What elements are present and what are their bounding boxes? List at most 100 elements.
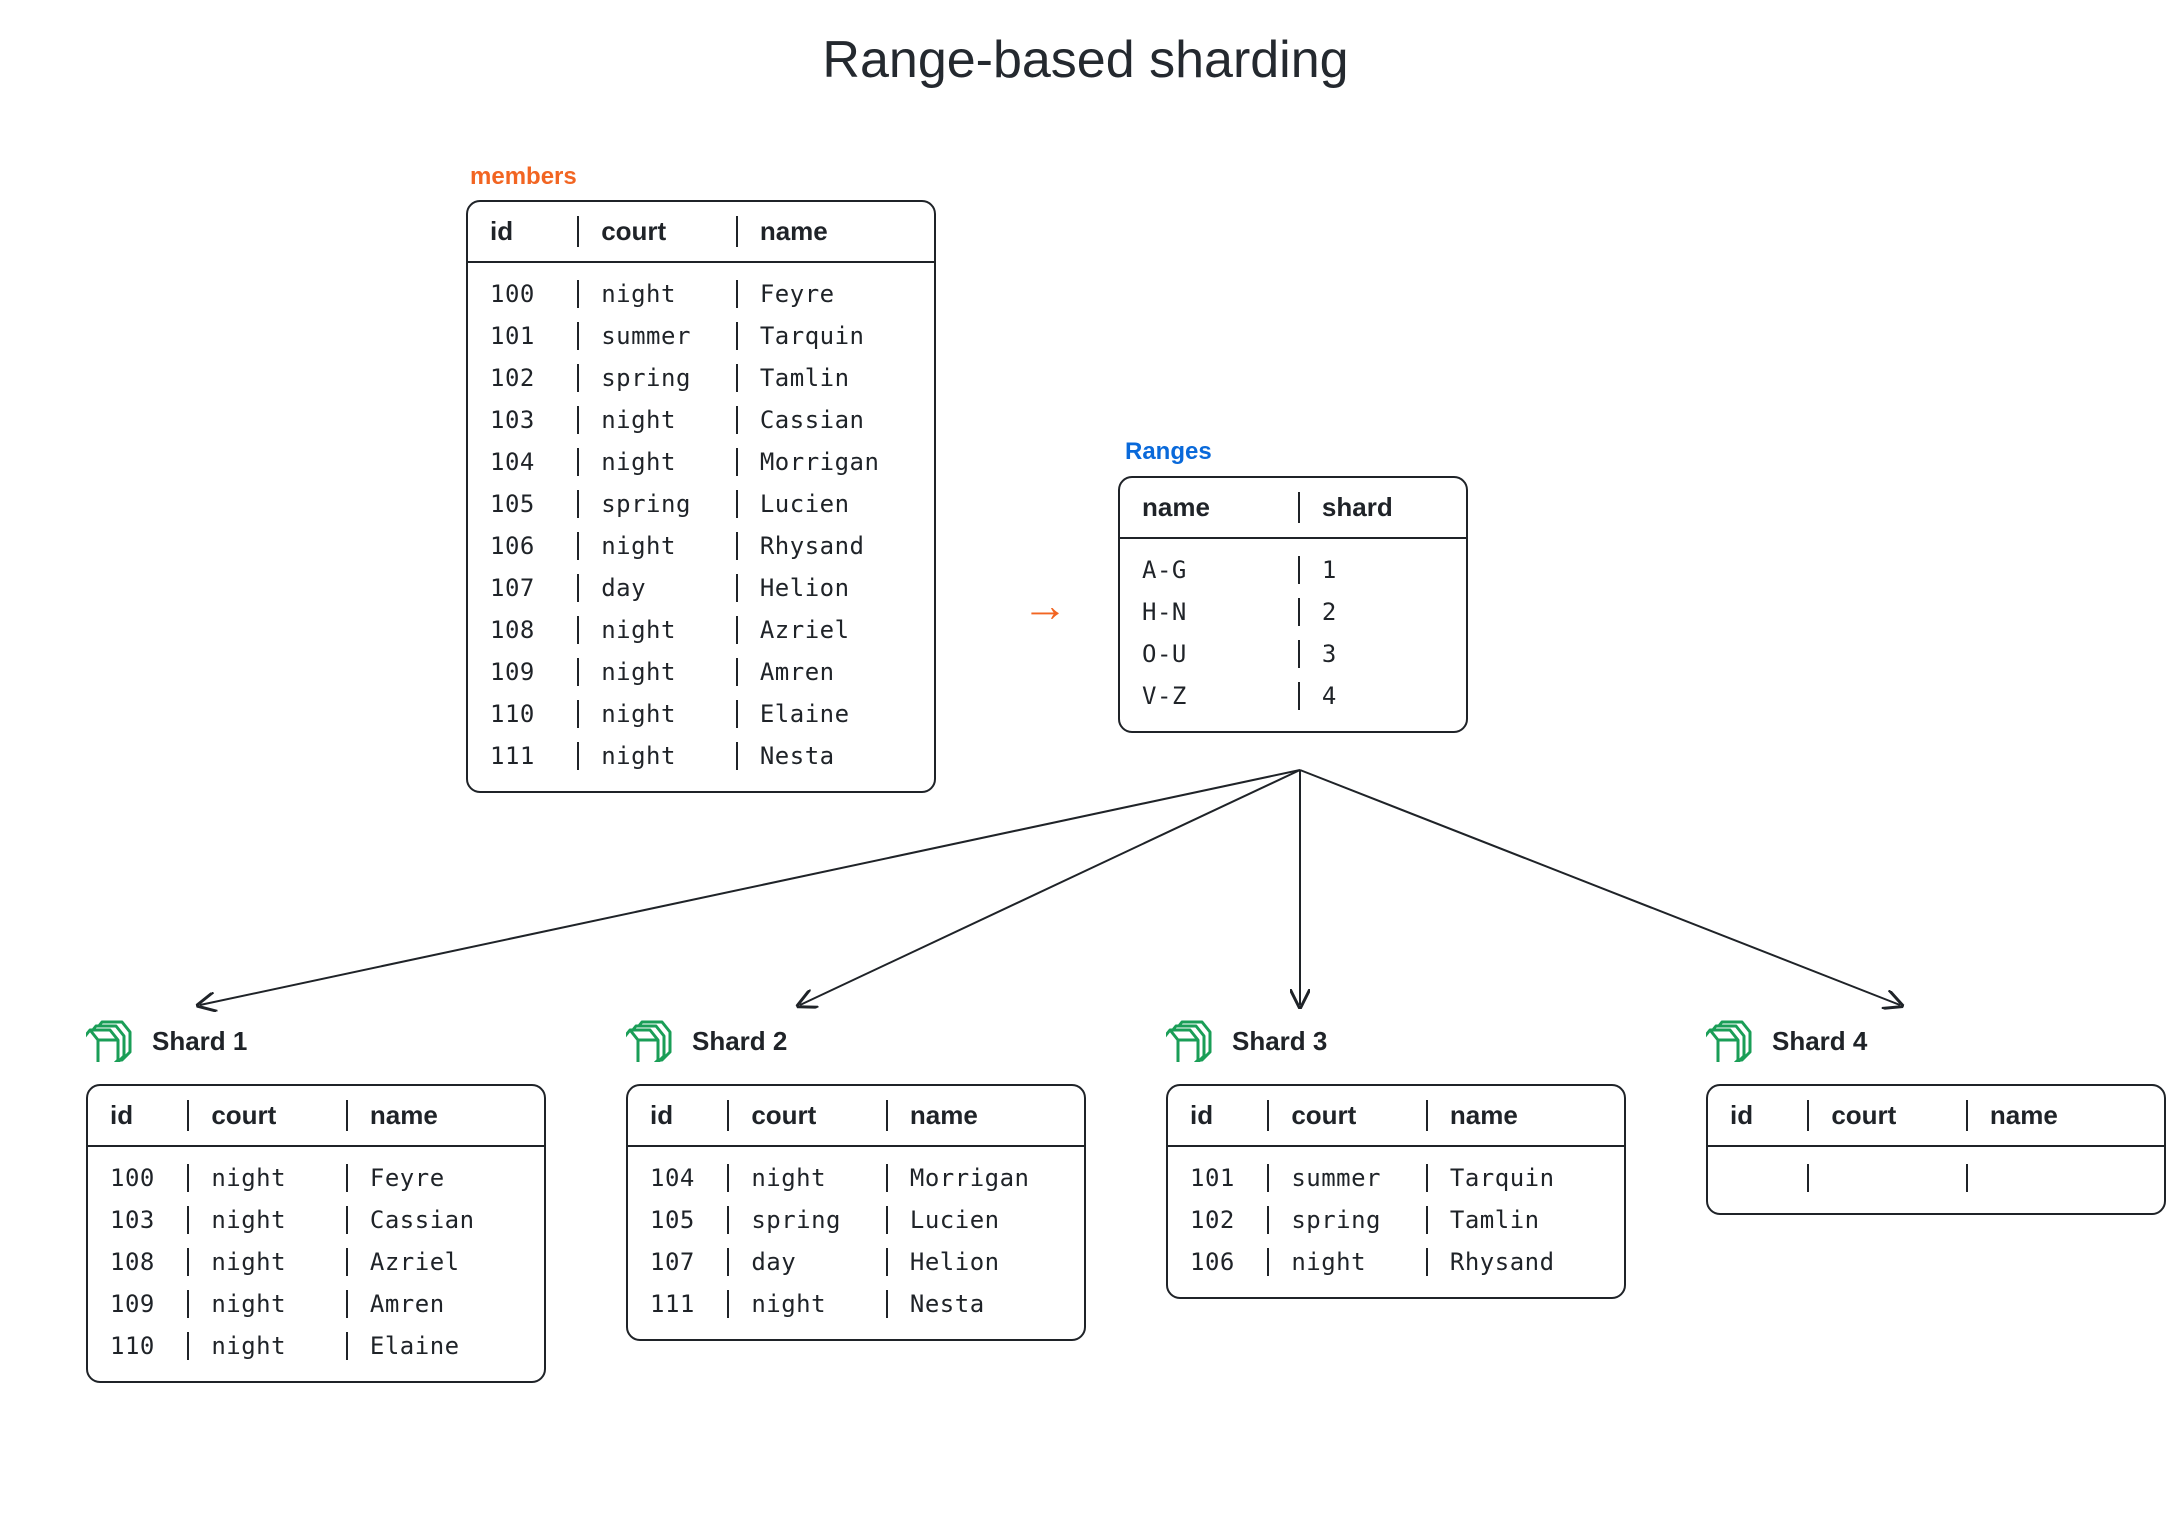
col-name: name <box>1426 1100 1624 1131</box>
cell-id: 100 <box>88 1164 187 1192</box>
cell-court: night <box>577 532 736 560</box>
cell-name: Morrigan <box>886 1164 1084 1192</box>
table-row: 105springLucien <box>468 483 934 525</box>
cell-name: Cassian <box>346 1206 544 1234</box>
ranges-table: nameshardA-G1H-N2O-U3V-Z4 <box>1118 476 1468 733</box>
cell-id: 107 <box>468 574 577 602</box>
cell-court: spring <box>577 490 736 518</box>
col-court: court <box>187 1100 346 1131</box>
shard-header: Shard 4 <box>1706 1020 1867 1062</box>
members-caption: members <box>470 163 577 191</box>
cell-id: 103 <box>88 1206 187 1234</box>
shard-table: idcourtname101summerTarquin102springTaml… <box>1166 1084 1626 1299</box>
cell-name: Tamlin <box>1426 1206 1624 1234</box>
col-court: court <box>727 1100 886 1131</box>
cell-court: night <box>577 658 736 686</box>
col-court: court <box>1267 1100 1426 1131</box>
ranges-caption: Ranges <box>1125 438 1212 466</box>
cell-court: night <box>187 1206 346 1234</box>
cell-court: day <box>577 574 736 602</box>
shard-title: Shard 1 <box>152 1026 247 1057</box>
table-row: A-G1 <box>1120 549 1466 591</box>
cell-id: 111 <box>468 742 577 770</box>
table-row: 103nightCassian <box>88 1199 544 1241</box>
col-name: name <box>1120 492 1298 523</box>
table-row: 102springTamlin <box>1168 1199 1624 1241</box>
cell-name: Elaine <box>736 700 934 728</box>
col-id: id <box>628 1100 727 1131</box>
cell-shard: 4 <box>1298 682 1466 710</box>
shard-table: idcourtname <box>1706 1084 2166 1215</box>
cell-name: Morrigan <box>736 448 934 476</box>
cell-name: A-G <box>1120 556 1298 584</box>
table-row: 104nightMorrigan <box>468 441 934 483</box>
database-icon <box>86 1020 134 1062</box>
cell-name: Nesta <box>886 1290 1084 1318</box>
shard-title: Shard 4 <box>1772 1026 1867 1057</box>
cell-court: spring <box>577 364 736 392</box>
cell-id: 106 <box>468 532 577 560</box>
col-name: name <box>886 1100 1084 1131</box>
cell-shard: 2 <box>1298 598 1466 626</box>
members-table: idcourtname100nightFeyre101summerTarquin… <box>466 200 936 793</box>
table-header: idcourtname <box>1168 1086 1624 1147</box>
col-id: id <box>1168 1100 1267 1131</box>
cell-court: night <box>577 406 736 434</box>
table-row: 104nightMorrigan <box>628 1157 1084 1199</box>
table-body: 104nightMorrigan105springLucien107dayHel… <box>628 1147 1084 1339</box>
diagram-canvas: Range-based sharding members idcourtname… <box>0 0 2171 1521</box>
cell-id: 101 <box>1168 1164 1267 1192</box>
cell-id: 102 <box>1168 1206 1267 1234</box>
table-row: 100nightFeyre <box>88 1157 544 1199</box>
table-row: 111nightNesta <box>468 735 934 777</box>
table-header: nameshard <box>1120 478 1466 539</box>
table-header: idcourtname <box>468 202 934 263</box>
table-header: idcourtname <box>628 1086 1084 1147</box>
cell-id: 104 <box>628 1164 727 1192</box>
cell-id: 110 <box>468 700 577 728</box>
cell-court: night <box>577 448 736 476</box>
cell-id: 100 <box>468 280 577 308</box>
cell-court: spring <box>727 1206 886 1234</box>
table-row: 108nightAzriel <box>468 609 934 651</box>
shard-header: Shard 3 <box>1166 1020 1327 1062</box>
database-icon <box>1706 1020 1754 1062</box>
cell-id: 107 <box>628 1248 727 1276</box>
arrow-icon: → <box>1022 578 1068 632</box>
table-body: 100nightFeyre101summerTarquin102springTa… <box>468 263 934 791</box>
col-court: court <box>577 216 736 247</box>
table-row: 109nightAmren <box>88 1283 544 1325</box>
cell-name: Lucien <box>886 1206 1084 1234</box>
table-row: V-Z4 <box>1120 675 1466 717</box>
table-row: 111nightNesta <box>628 1283 1084 1325</box>
cell-name: Tamlin <box>736 364 934 392</box>
cell-court: spring <box>1267 1206 1426 1234</box>
cell-name: H-N <box>1120 598 1298 626</box>
table-row: 101summerTarquin <box>1168 1157 1624 1199</box>
table-row: 100nightFeyre <box>468 273 934 315</box>
cell-id: 108 <box>88 1248 187 1276</box>
cell-name: O-U <box>1120 640 1298 668</box>
col-name: name <box>346 1100 544 1131</box>
table-body: A-G1H-N2O-U3V-Z4 <box>1120 539 1466 731</box>
table-row: 107dayHelion <box>628 1241 1084 1283</box>
table-row: 110nightElaine <box>468 693 934 735</box>
cell-court: day <box>727 1248 886 1276</box>
cell-name: Helion <box>886 1248 1084 1276</box>
cell-court: night <box>187 1248 346 1276</box>
table-row: 106nightRhysand <box>468 525 934 567</box>
cell-court: night <box>187 1332 346 1360</box>
cell-court: night <box>187 1164 346 1192</box>
cell-shard: 3 <box>1298 640 1466 668</box>
cell-id: 106 <box>1168 1248 1267 1276</box>
cell-name: Azriel <box>736 616 934 644</box>
cell-name: Amren <box>736 658 934 686</box>
cell-name: V-Z <box>1120 682 1298 710</box>
col-court: court <box>1807 1100 1966 1131</box>
col-name: name <box>736 216 934 247</box>
table-row: 102springTamlin <box>468 357 934 399</box>
table-row: 108nightAzriel <box>88 1241 544 1283</box>
cell-court: night <box>727 1290 886 1318</box>
cell-court: summer <box>577 322 736 350</box>
cell-name: Nesta <box>736 742 934 770</box>
